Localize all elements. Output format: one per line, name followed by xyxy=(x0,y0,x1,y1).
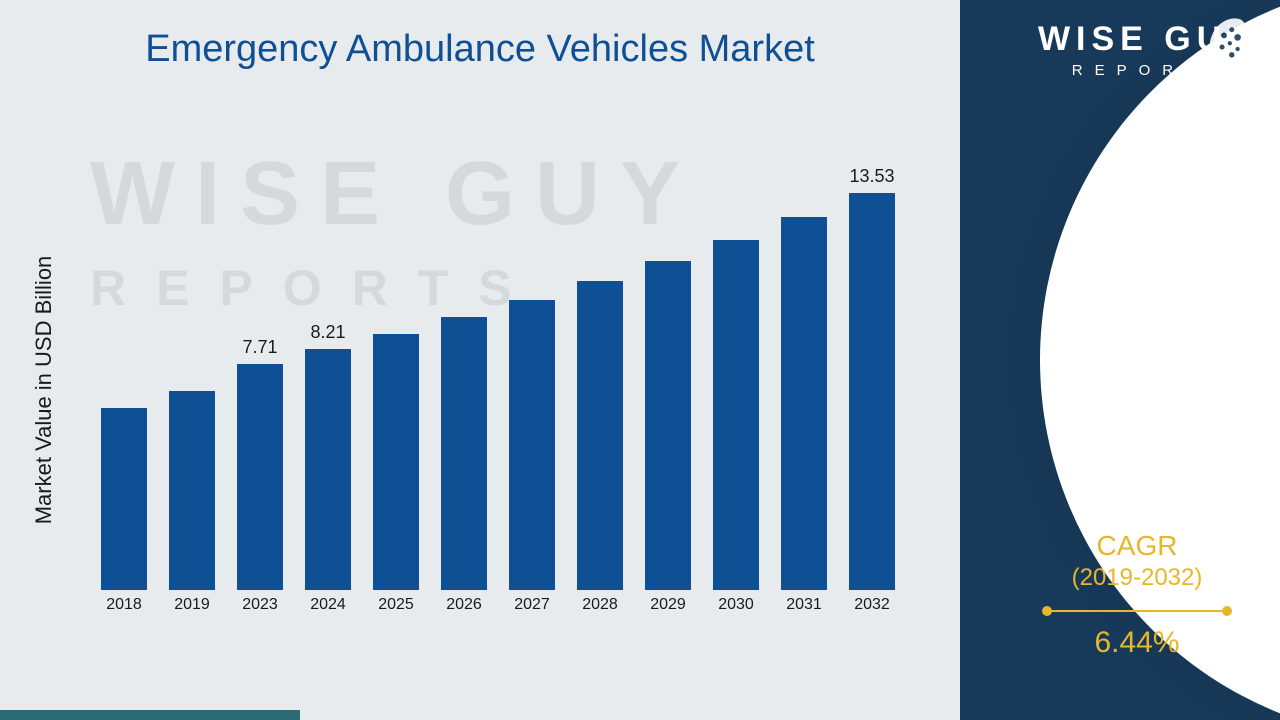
bar xyxy=(237,364,283,590)
bar-slot xyxy=(430,150,498,590)
cagr-divider xyxy=(1047,610,1227,612)
bar xyxy=(849,193,895,590)
x-category-label: 2027 xyxy=(514,596,550,614)
bar xyxy=(781,217,827,590)
x-category-label: 2019 xyxy=(174,596,210,614)
bar-chart: Market Value in USD Billion 7.718.2113.5… xyxy=(46,150,916,630)
bar-value-label: 13.53 xyxy=(849,166,894,187)
x-category-label: 2018 xyxy=(106,596,142,614)
bar-slot xyxy=(634,150,702,590)
bar-slot xyxy=(90,150,158,590)
bar xyxy=(101,408,147,590)
footer-accent-bar xyxy=(0,710,300,720)
bar-slot: 8.21 xyxy=(294,150,362,590)
bar-slot xyxy=(158,150,226,590)
bar xyxy=(509,300,555,590)
x-category-label: 2029 xyxy=(650,596,686,614)
cagr-value: 6.44% xyxy=(1022,626,1252,660)
right-panel: WISE GUY REPORTS CAGR (2019-2032) 6.44% xyxy=(960,0,1280,720)
bar xyxy=(373,334,419,590)
x-category-label: 2032 xyxy=(854,596,890,614)
x-category-label: 2025 xyxy=(378,596,414,614)
bar xyxy=(169,391,215,590)
bar xyxy=(441,317,487,590)
x-axis: 2018 2019 2023 2024 2025 2026 2027 2028 2029 2030… xyxy=(90,590,916,630)
bar-slot xyxy=(566,150,634,590)
x-category-label: 2030 xyxy=(718,596,754,614)
bar-value-label: 7.71 xyxy=(242,337,277,358)
bar-slot xyxy=(362,150,430,590)
cagr-block: CAGR (2019-2032) 6.44% xyxy=(1022,530,1252,660)
infographic-stage: WISE GUY REPORTS CAGR (2019-2032) 6.44% … xyxy=(0,0,1280,720)
brand-logo: WISE GUY REPORTS xyxy=(996,22,1256,79)
x-category-label: 2026 xyxy=(446,596,482,614)
cagr-range: (2019-2032) xyxy=(1022,564,1252,592)
x-category-label: 2031 xyxy=(786,596,822,614)
bar-slot: 13.53 xyxy=(838,150,906,590)
plot-area: 7.71 8.21 13.53 xyxy=(90,150,916,590)
x-category-label: 2028 xyxy=(582,596,618,614)
x-category-label: 2024 xyxy=(310,596,346,614)
x-category-label: 2023 xyxy=(242,596,278,614)
cagr-label: CAGR xyxy=(1022,530,1252,562)
chart-title: Emergency Ambulance Vehicles Market xyxy=(60,28,900,71)
brain-head-icon xyxy=(1194,16,1254,84)
bar xyxy=(305,349,351,590)
y-axis-label: Market Value in USD Billion xyxy=(31,256,57,525)
bar xyxy=(577,281,623,590)
bar xyxy=(645,261,691,590)
bar xyxy=(713,240,759,590)
bar-slot xyxy=(702,150,770,590)
bar-slot: 7.71 xyxy=(226,150,294,590)
bar-value-label: 8.21 xyxy=(310,322,345,343)
bar-slot xyxy=(770,150,838,590)
bar-slot xyxy=(498,150,566,590)
